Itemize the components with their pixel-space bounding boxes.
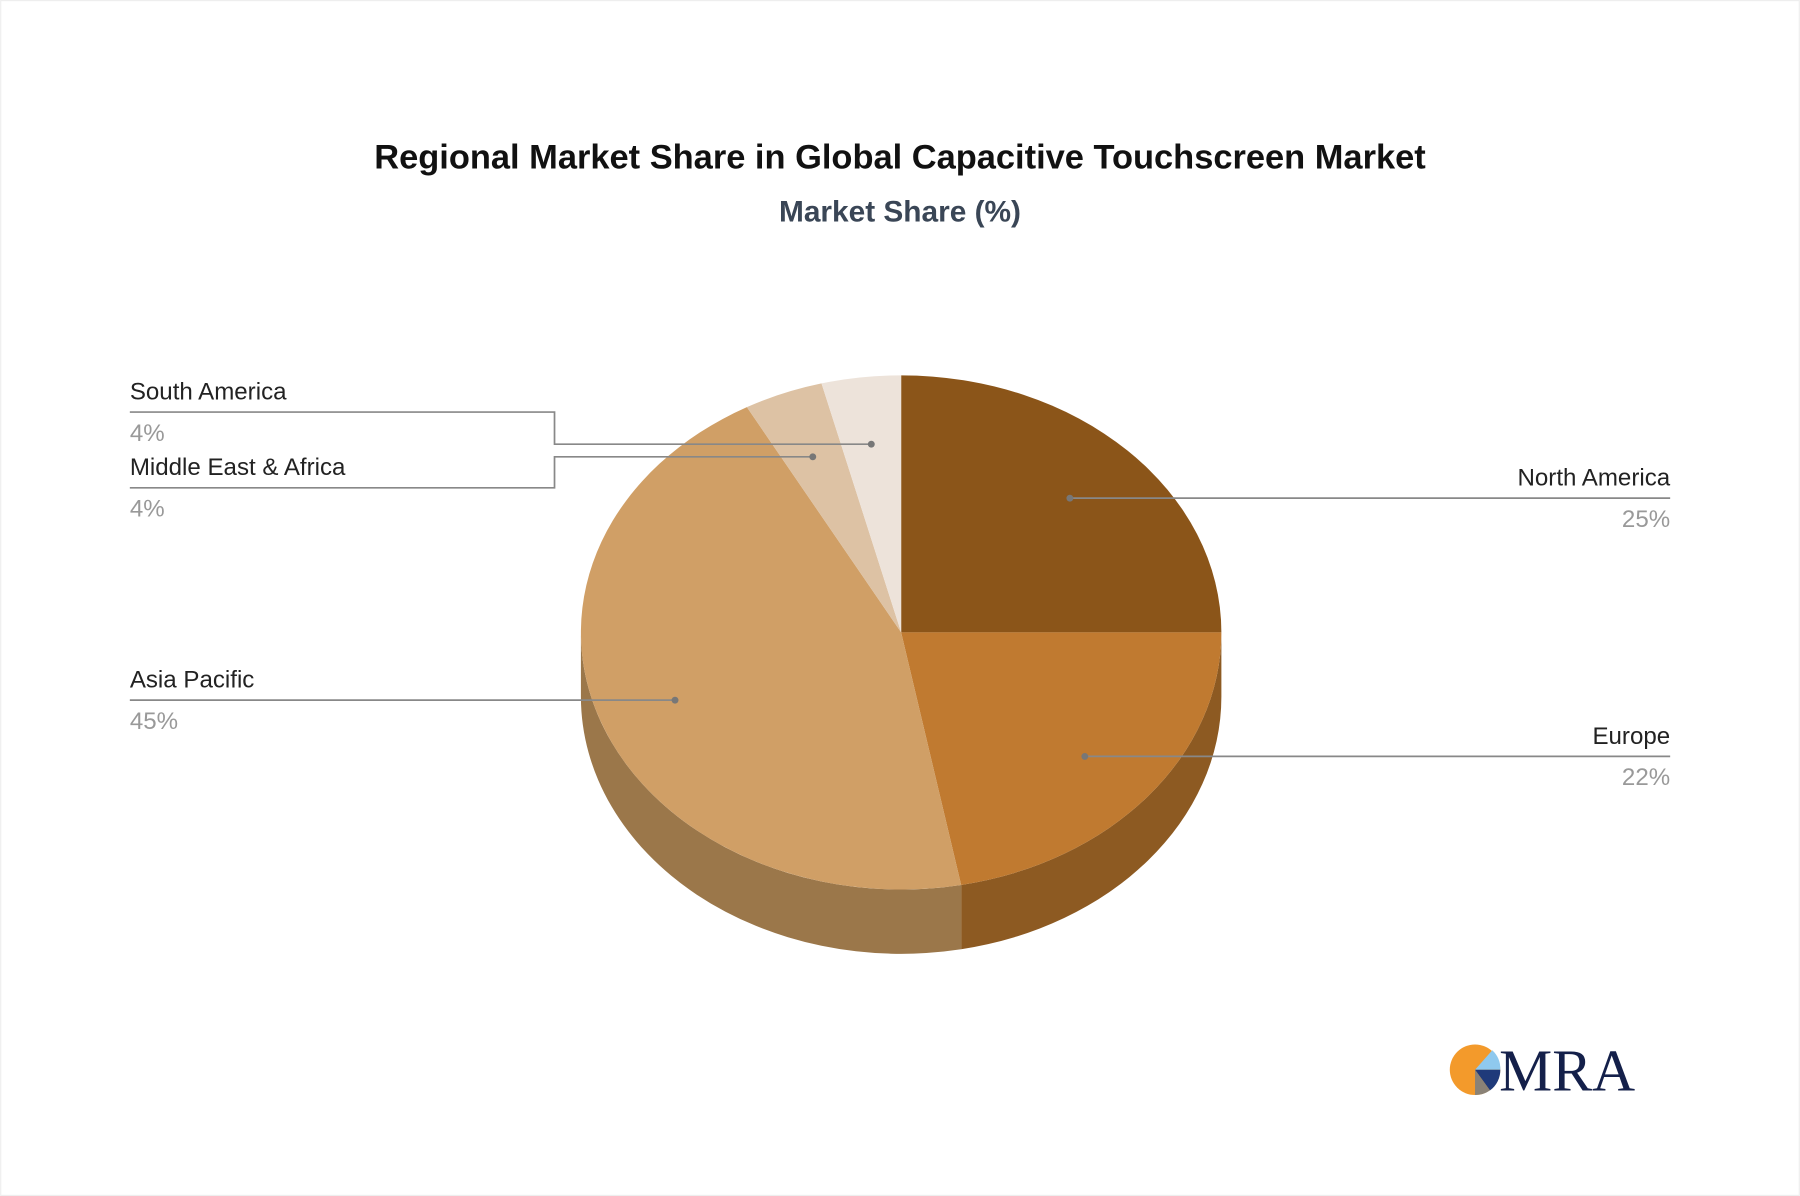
pie-slice-europe[interactable] — [901, 632, 1222, 885]
chart-subtitle: Market Share (%) — [779, 196, 1021, 229]
callout-dot — [1081, 752, 1089, 760]
slice-label: Europe — [1592, 723, 1670, 750]
chart-title: Regional Market Share in Global Capaciti… — [374, 139, 1426, 177]
slice-label: South America — [130, 378, 287, 405]
pie-slice-asia-pacific[interactable] — [580, 407, 962, 890]
logo-text: MRA — [1499, 1037, 1635, 1103]
slice-label: Asia Pacific — [130, 667, 255, 694]
mra-logo: MRA — [1449, 1037, 1635, 1103]
slice-label: North America — [1518, 465, 1671, 492]
slice-value: 22% — [1622, 764, 1670, 791]
pie-slice-north-america[interactable] — [901, 375, 1222, 633]
pie-side-1 — [961, 632, 1222, 950]
callout-dot — [867, 440, 875, 448]
callout-dot — [1066, 494, 1074, 502]
pie-slice-middle-east-africa[interactable] — [746, 383, 902, 633]
callout-line — [129, 411, 872, 446]
slice-value: 25% — [1622, 506, 1670, 533]
pie-slice-south-america[interactable] — [821, 375, 902, 633]
slice-value: 45% — [130, 708, 178, 735]
slice-value: 4% — [130, 420, 165, 447]
slice-value: 4% — [130, 496, 165, 523]
callout-dot — [809, 453, 817, 461]
callout-line — [129, 455, 813, 489]
slice-label: Middle East & Africa — [130, 454, 346, 481]
callout-dot — [671, 696, 679, 704]
pie-side-2 — [580, 632, 962, 954]
